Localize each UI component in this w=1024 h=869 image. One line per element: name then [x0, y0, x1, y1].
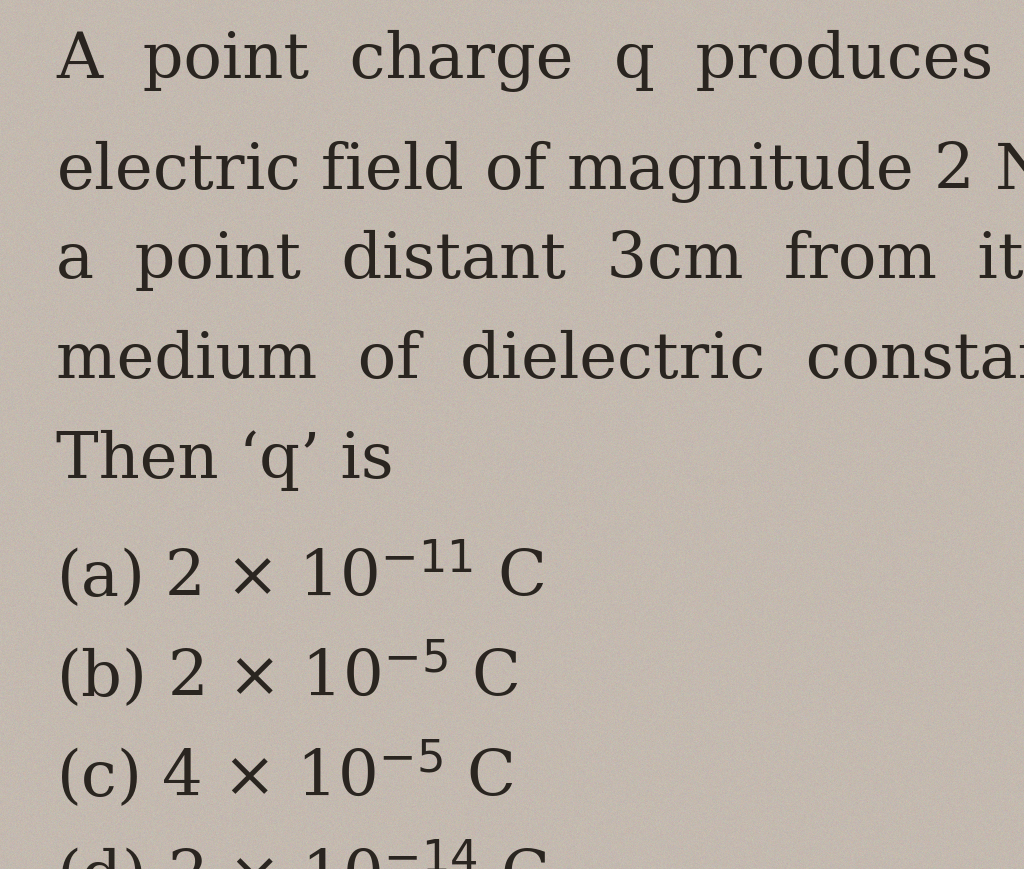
Text: (b) 2 × 10$^{-5}$ C: (b) 2 × 10$^{-5}$ C	[56, 639, 519, 710]
Text: a  point  distant  3cm  from  it  in  a: a point distant 3cm from it in a	[56, 230, 1024, 291]
Text: medium  of  dielectric  constant  2.: medium of dielectric constant 2.	[56, 330, 1024, 391]
Text: (a) 2 × 10$^{-11}$ C: (a) 2 × 10$^{-11}$ C	[56, 539, 545, 610]
Text: (c) 4 × 10$^{-5}$ C: (c) 4 × 10$^{-5}$ C	[56, 739, 514, 810]
Text: A  point  charge  q  produces  an: A point charge q produces an	[56, 30, 1024, 92]
Text: (d) 2 × 10$^{-14}$ C: (d) 2 × 10$^{-14}$ C	[56, 839, 548, 869]
Text: Then ‘q’ is: Then ‘q’ is	[56, 430, 394, 491]
Text: electric field of magnitude 2 NC$^{-1}$ at: electric field of magnitude 2 NC$^{-1}$ …	[56, 130, 1024, 206]
